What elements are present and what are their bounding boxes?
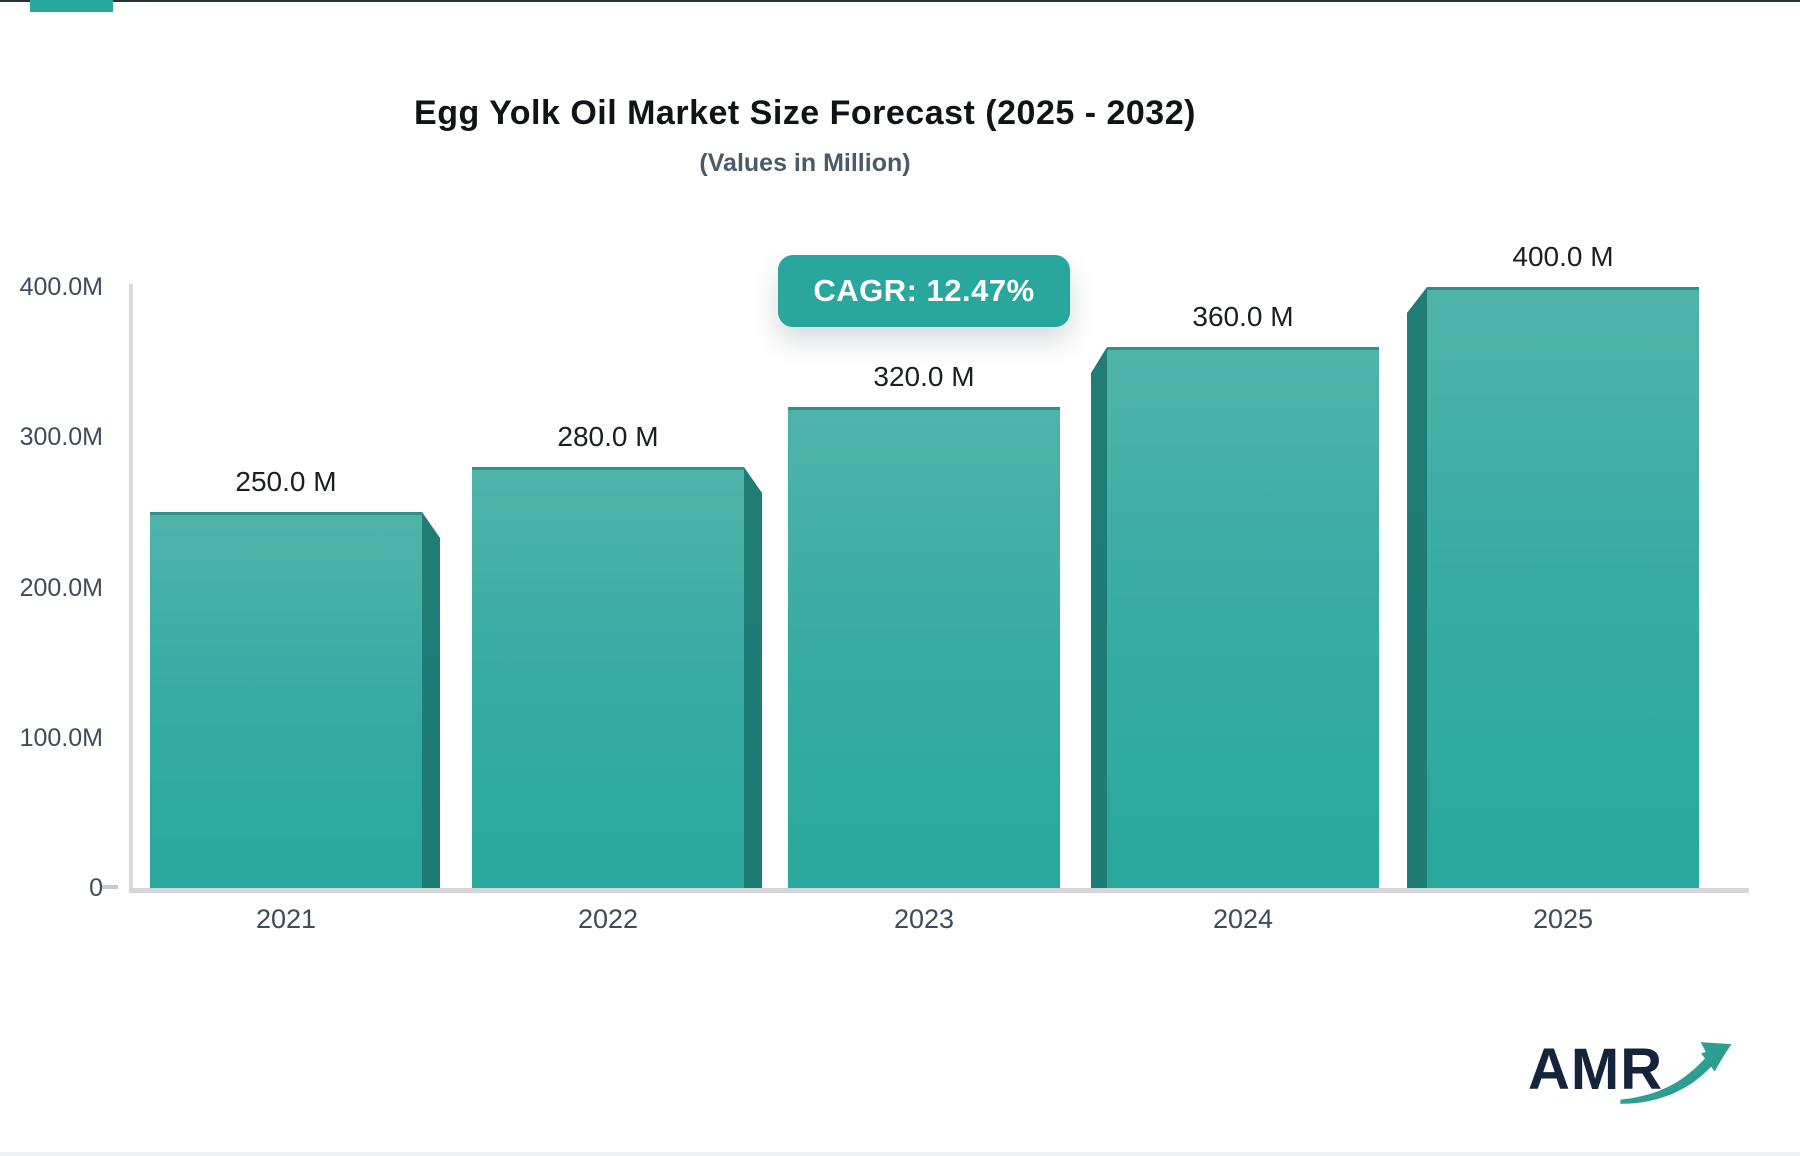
bar-3d-side-2021 [422,512,440,888]
chart-subtitle: (Values in Million) [699,149,911,177]
x-axis-label-2022: 2022 [577,904,639,934]
bar-value-label-2021: 250.0 M [235,466,337,497]
y-axis-line [129,284,133,892]
bar-value-label-2024: 360.0 M [1192,301,1294,332]
x-axis-baseline [129,888,1749,893]
chart-title: Egg Yolk Oil Market Size Forecast (2025 … [414,94,1196,132]
amr-logo: AMR [1528,1036,1732,1116]
bar-value-label-2022: 280.0 M [557,421,659,452]
top-accent-bar [30,0,113,12]
x-axis-label-2024: 2024 [1212,904,1274,934]
amr-logo-text: AMR [1528,1037,1664,1102]
y-tick-label: 300.0M [19,423,103,451]
y-tick-label: 400.0M [19,273,103,301]
growth-arrow-icon [1620,1042,1732,1104]
bar-2022 [472,467,744,888]
x-axis-label-2023: 2023 [893,904,955,934]
bar-2023 [788,407,1060,888]
bar-2024 [1107,347,1379,888]
bar-value-label-2025: 400.0 M [1512,241,1614,272]
bar-value-label-2023: 320.0 M [873,361,975,392]
y-tick-label: 100.0M [19,724,103,752]
zero-tick-mark [100,885,118,889]
x-axis-label-2021: 2021 [255,904,317,934]
x-axis-label-2025: 2025 [1532,904,1594,934]
y-tick-label: 0 [89,874,103,902]
bar-3d-side-2025 [1407,287,1427,888]
bar-2025 [1427,287,1699,888]
window-top-border [0,0,1800,2]
bar-2021 [150,512,422,888]
cagr-badge: CAGR: 12.47% [778,255,1070,327]
bar-3d-side-2024 [1091,347,1107,888]
y-tick-label: 200.0M [19,574,103,602]
bar-3d-side-2022 [744,467,762,888]
